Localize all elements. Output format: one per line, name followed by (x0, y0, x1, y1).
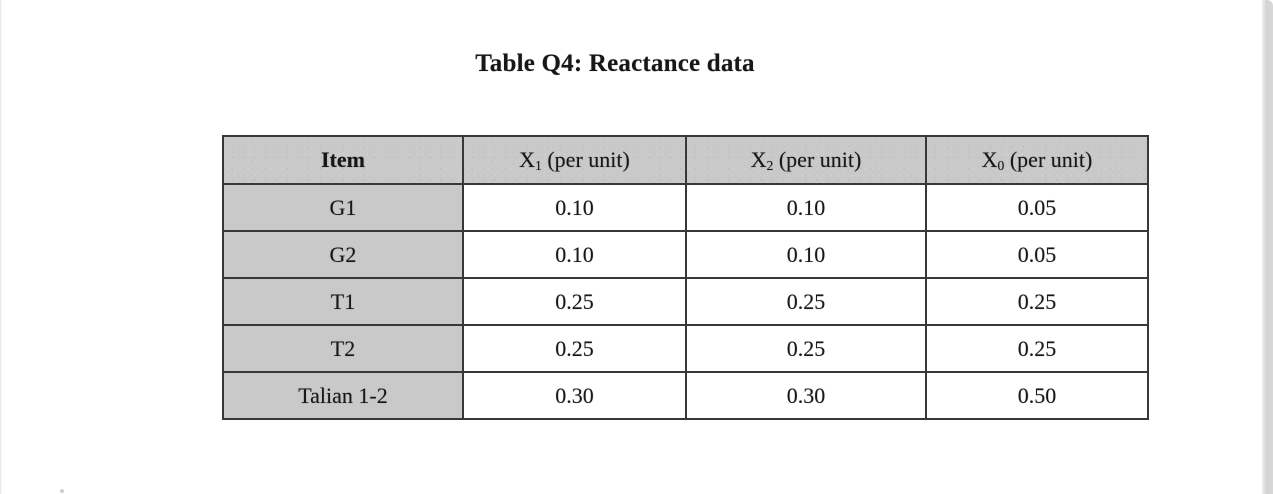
x0-value-cell: 0.50 (925, 371, 1149, 420)
column-header-item-label: Item (321, 147, 365, 172)
table-row: G2 0.10 0.10 0.05 (222, 230, 1149, 279)
x1-value-cell: 0.25 (462, 277, 687, 326)
table-row: G1 0.10 0.10 0.05 (222, 183, 1149, 232)
x2-value-cell: 0.10 (685, 230, 927, 279)
item-cell: G2 (222, 230, 464, 279)
table-row: Talian 1-2 0.30 0.30 0.50 (222, 371, 1149, 420)
column-header-x2-subscript: 2 (766, 158, 774, 173)
x1-value-cell: 0.10 (462, 230, 687, 279)
table-title: Table Q4: Reactance data (475, 50, 755, 77)
column-header-x0: X0 (per unit) (925, 135, 1149, 185)
reactance-data-table: Item X1 (per unit) X2 (per unit) X0 (per… (222, 135, 1149, 420)
column-header-x1-subscript: 1 (535, 158, 542, 173)
x1-value-cell: 0.10 (462, 183, 687, 232)
page-left-edge (0, 0, 2, 494)
column-header-x0-base: X (981, 147, 998, 172)
column-header-x2: X2 (per unit) (685, 135, 927, 185)
x1-value-cell: 0.25 (462, 324, 687, 373)
scan-artifact-dot (60, 489, 64, 493)
x0-value-cell: 0.25 (925, 277, 1149, 326)
item-cell: Talian 1-2 (222, 371, 464, 420)
column-header-x2-unit: (per unit) (773, 147, 862, 172)
table-row: T2 0.25 0.25 0.25 (222, 324, 1149, 373)
item-cell: T1 (222, 277, 464, 326)
x2-value-cell: 0.30 (685, 371, 927, 420)
column-header-x1-base: X (519, 147, 536, 172)
column-header-x1: X1 (per unit) (462, 135, 687, 185)
x0-value-cell: 0.25 (925, 324, 1149, 373)
table-header-row: Item X1 (per unit) X2 (per unit) X0 (per… (222, 135, 1149, 185)
column-header-x1-unit: (per unit) (541, 147, 630, 172)
item-cell: G1 (222, 183, 464, 232)
table-row: T1 0.25 0.25 0.25 (222, 277, 1149, 326)
column-header-x0-unit: (per unit) (1004, 147, 1093, 172)
x0-value-cell: 0.05 (925, 183, 1149, 232)
item-cell: T2 (222, 324, 464, 373)
x2-value-cell: 0.25 (685, 277, 927, 326)
x2-value-cell: 0.10 (685, 183, 927, 232)
x0-value-cell: 0.05 (925, 230, 1149, 279)
x1-value-cell: 0.30 (462, 371, 687, 420)
window-edge-strip (1262, 0, 1273, 494)
column-header-x0-subscript: 0 (997, 158, 1005, 173)
column-header-x2-base: X (750, 147, 767, 172)
column-header-item: Item (222, 135, 464, 185)
x2-value-cell: 0.25 (685, 324, 927, 373)
